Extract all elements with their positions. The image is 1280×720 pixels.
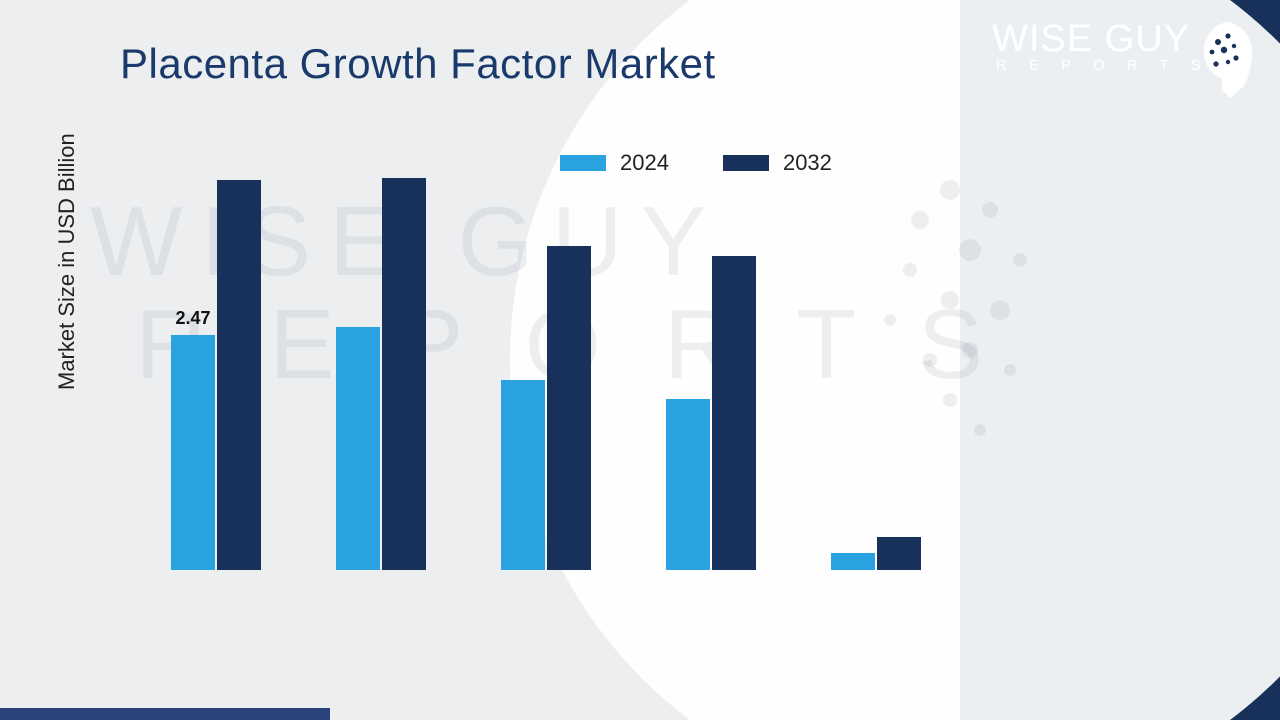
bar-2024	[831, 553, 875, 570]
bar-2032	[547, 246, 591, 570]
logo-head-icon	[1188, 20, 1258, 100]
y-axis-label: Market Size in USD Billion	[54, 133, 80, 390]
plot-area: NORTH AMERICA2.47EUROPESOUTH AMERICAASIA…	[120, 160, 940, 570]
bar-2032	[877, 537, 921, 570]
bottom-accent-bar	[0, 708, 330, 720]
chart-title: Placenta Growth Factor Market	[120, 40, 716, 88]
bar-2024	[501, 380, 545, 570]
stage: WISE GUY R E P O R T S Placenta Growth F…	[0, 0, 1280, 720]
bar-2032	[382, 178, 426, 570]
bar-2032	[712, 256, 756, 570]
bar-2024	[336, 327, 380, 570]
brand-logo: WISE GUY R E P O R T S	[992, 18, 1252, 74]
bar-2032	[217, 180, 261, 570]
bar-value-label: 2.47	[163, 308, 223, 329]
bar-2024	[666, 399, 710, 570]
bar-2024	[171, 335, 215, 570]
bar-chart: Market Size in USD Billion 2024 2032 NOR…	[60, 150, 960, 680]
